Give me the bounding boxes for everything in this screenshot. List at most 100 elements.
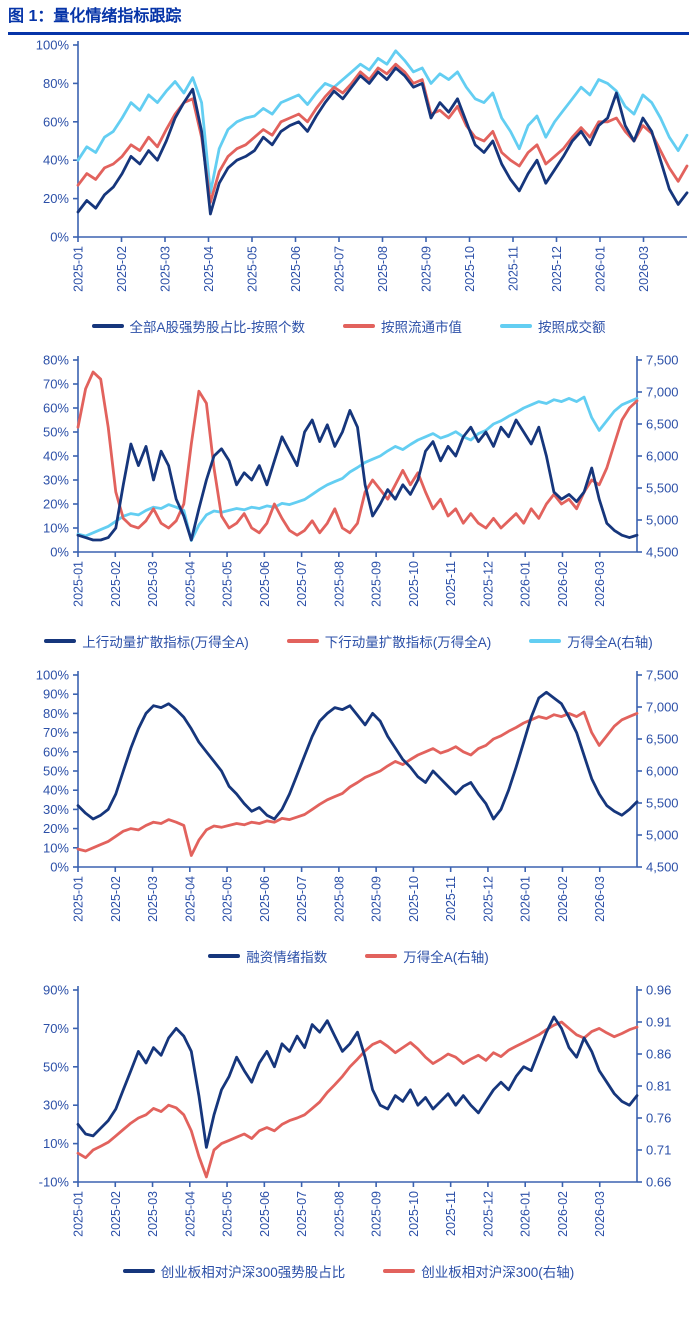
right-axis-tick-label: 7,000 xyxy=(646,385,679,400)
legend-line-swatch xyxy=(122,1269,155,1273)
left-axis-tick-label: 80% xyxy=(43,76,69,91)
legend-label: 万得全A(右轴) xyxy=(567,635,653,650)
left-axis-tick-label: 0% xyxy=(50,230,69,245)
left-axis-tick-label: 20% xyxy=(43,191,69,206)
x-axis-tick-label: 2025-11 xyxy=(444,561,458,606)
x-axis-tick-label: 2025-03 xyxy=(146,876,160,922)
x-axis-tick-label: 2026-01 xyxy=(519,561,533,607)
x-axis-tick-label: 2025-04 xyxy=(202,246,216,292)
x-axis-tick-label: 2025-02 xyxy=(109,876,123,922)
x-axis-tick-label: 2025-07 xyxy=(295,561,309,607)
x-axis-tick-label: 2025-12 xyxy=(481,561,495,607)
x-axis-tick-label: 2026-01 xyxy=(519,1191,533,1237)
legend-label: 创业板相对沪深300强势股占比 xyxy=(160,1265,346,1280)
left-axis-tick-label: 10% xyxy=(43,840,69,855)
legend-line-swatch xyxy=(208,954,241,958)
right-axis-tick-label: 6,500 xyxy=(646,417,679,432)
financing-sentiment-chart: 100% 90% 80% 70% 60% 50% 40% 30% 20% 10% 0% 7,500 7,… xyxy=(36,668,679,922)
right-axis-tick-label: 4,500 xyxy=(646,860,679,875)
legend-label: 万得全A(右轴) xyxy=(403,950,489,965)
x-axis-tick-label: 2025-03 xyxy=(146,1191,160,1237)
x-axis-tick-label: 2025-10 xyxy=(407,1191,421,1237)
financing-sentiment-chart-legend: 融资情绪指数 万得全A(右轴) xyxy=(0,945,697,967)
legend-item: 万得全A(右轴) xyxy=(365,946,489,966)
x-axis-tick-label: 2025-12 xyxy=(550,246,564,292)
x-axis-tick-label: 2025-04 xyxy=(183,561,197,607)
left-axis-tick-label: 40% xyxy=(43,783,69,798)
left-axis-tick-label: 30% xyxy=(43,473,69,488)
chinext-relative-chart: 90% 70% 50% 30% 10% -10% 0.96 0.91 0.86 0.81 0.76 0… xyxy=(39,983,672,1237)
left-axis-tick-label: 100% xyxy=(36,668,70,683)
left-axis-tick-label: 50% xyxy=(43,425,69,440)
legend-item: 万得全A(右轴) xyxy=(529,631,653,651)
x-axis-tick-label: 2026-01 xyxy=(594,246,608,292)
legend-item: 按照成交额 xyxy=(500,316,606,336)
x-axis-tick-label: 2025-07 xyxy=(333,246,347,292)
x-axis-tick-label: 2025-09 xyxy=(370,876,384,922)
right-axis-tick-label: 0.71 xyxy=(646,1143,671,1158)
left-axis-tick-label: 100% xyxy=(36,38,70,53)
x-axis-tick-label: 2025-07 xyxy=(295,876,309,922)
x-axis-tick-label: 2026-01 xyxy=(519,876,533,922)
right-axis-tick-label: 6,500 xyxy=(646,732,679,747)
x-axis-tick-label: 2025-04 xyxy=(183,876,197,922)
x-axis-tick-label: 2026-02 xyxy=(556,561,570,607)
legend-line-swatch xyxy=(529,639,562,643)
x-axis-tick-label: 2025-08 xyxy=(332,1191,346,1237)
line-series xyxy=(76,1015,639,1149)
momentum-diffusion-chart-legend: 上行动量扩散指标(万得全A) 下行动量扩散指标(万得全A) 万得全A(右轴) xyxy=(0,630,697,652)
legend-item: 全部A股强势股占比-按照个数 xyxy=(91,316,305,336)
x-axis-tick-label: 2026-03 xyxy=(593,1191,607,1237)
x-axis-tick-label: 2025-03 xyxy=(159,246,173,292)
x-axis-tick-label: 2025-09 xyxy=(420,246,434,292)
line-series xyxy=(76,395,639,542)
right-axis-tick-label: 4,500 xyxy=(646,545,679,560)
right-axis-tick-label: 5,500 xyxy=(646,796,679,811)
left-axis-tick-label: 0% xyxy=(50,545,69,560)
left-axis-tick-label: 10% xyxy=(43,521,69,536)
x-axis-tick-label: 2025-12 xyxy=(481,876,495,922)
x-axis-tick-label: 2025-01 xyxy=(72,561,86,607)
legend-label: 按照流通市值 xyxy=(381,320,462,335)
x-axis-tick-label: 2025-12 xyxy=(481,1191,495,1237)
right-axis-tick-label: 6,000 xyxy=(646,764,679,779)
chinext-relative-chart-legend: 创业板相对沪深300强势股占比 创业板相对沪深300(右轴) xyxy=(0,1260,697,1282)
legend-item: 按照流通市值 xyxy=(343,316,462,336)
legend-item: 融资情绪指数 xyxy=(208,946,327,966)
x-axis-tick-label: 2025-02 xyxy=(109,1191,123,1237)
legend-line-swatch xyxy=(365,954,398,958)
momentum-diffusion-chart-section: 80% 70% 60% 50% 40% 30% 20% 10% 0% 7,500 7,000 6,50… xyxy=(0,350,697,652)
right-axis-tick-label: 0.66 xyxy=(646,1175,671,1190)
legend-line-swatch xyxy=(286,639,319,643)
x-axis-tick-label: 2025-01 xyxy=(72,876,86,922)
legend-line-swatch xyxy=(343,324,375,328)
legend-item: 创业板相对沪深300(右轴) xyxy=(383,1261,574,1281)
line-series xyxy=(76,710,639,857)
left-axis-tick-label: 20% xyxy=(43,497,69,512)
line-series xyxy=(76,49,689,195)
left-axis-tick-label: 70% xyxy=(43,725,69,740)
x-axis-tick-label: 2025-02 xyxy=(109,561,123,607)
left-axis-tick-label: 60% xyxy=(43,114,69,129)
x-axis-tick-label: 2026-02 xyxy=(556,1191,570,1237)
x-axis-tick-label: 2025-10 xyxy=(407,876,421,922)
line-series xyxy=(76,690,639,821)
left-axis-tick-label: 60% xyxy=(43,744,69,759)
legend-line-swatch xyxy=(44,639,77,643)
x-axis-tick-label: 2025-03 xyxy=(146,561,160,607)
right-axis-tick-label: 7,000 xyxy=(646,700,679,715)
left-axis-tick-label: 90% xyxy=(43,983,69,998)
left-axis-tick-label: 10% xyxy=(43,1136,69,1151)
line-series xyxy=(76,66,689,216)
x-axis-tick-label: 2025-08 xyxy=(376,246,390,292)
right-axis-tick-label: 6,000 xyxy=(646,449,679,464)
legend-line-swatch xyxy=(500,324,532,328)
x-axis-tick-label: 2025-06 xyxy=(258,876,272,922)
left-axis-tick-label: 40% xyxy=(43,153,69,168)
x-axis-tick-label: 2025-06 xyxy=(258,1191,272,1237)
left-axis-tick-label: 20% xyxy=(43,821,69,836)
x-axis-tick-label: 2026-03 xyxy=(637,246,651,292)
right-axis-tick-label: 0.76 xyxy=(646,1111,671,1126)
x-axis-tick-label: 2025-06 xyxy=(258,561,272,607)
right-axis-tick-label: 0.81 xyxy=(646,1079,671,1094)
